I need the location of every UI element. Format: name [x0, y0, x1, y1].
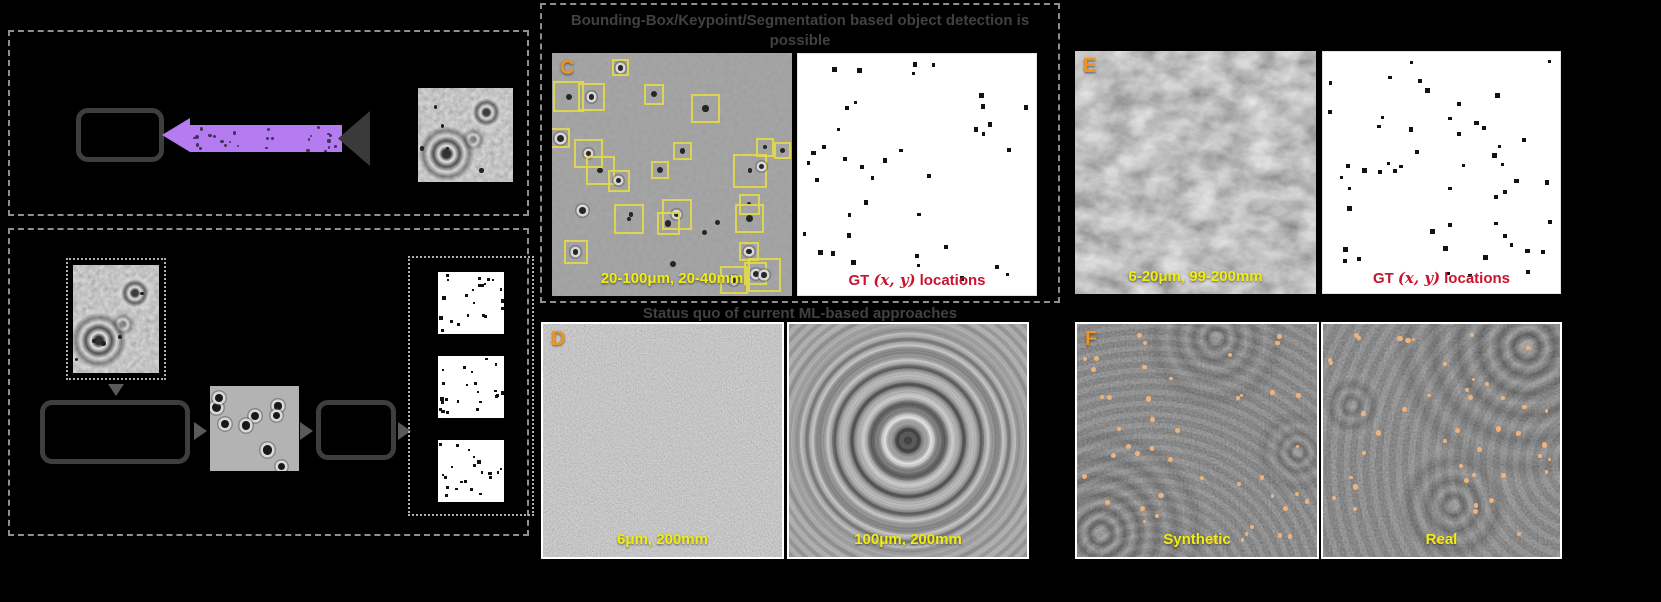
panel-e-hologram-image: E 6-20μm, 99-200mm	[1075, 51, 1316, 294]
panel-e-gt-caption: GT (x, y) locations	[1323, 269, 1560, 287]
gt-math: (x, y)	[873, 271, 916, 289]
laser-beam-shape	[190, 125, 342, 152]
panel-b-pipeline-box	[8, 228, 534, 536]
light-cone-shape	[338, 111, 370, 166]
panel-d-fine-hologram-image: D 6μm, 200mm	[541, 322, 784, 559]
panel-c-label: C	[560, 57, 575, 79]
noise-texture	[552, 53, 792, 296]
gt-prefix: GT	[848, 272, 870, 289]
gt-prefix: GT	[1372, 270, 1394, 287]
panel-d-rings-hologram-image: 100μm, 200mm	[787, 322, 1029, 559]
panel-c-gt-caption: GT (x, y) locations	[798, 271, 1036, 289]
hologram-sample-image	[418, 88, 513, 182]
hologram-crop-frame	[66, 258, 166, 380]
noise-texture	[543, 324, 782, 557]
hologram-rings-overlay	[1077, 324, 1317, 557]
panel-a-optical-setup-box	[8, 30, 529, 216]
flow-arrow-1	[194, 422, 207, 440]
diffraction-rings-overlay	[73, 265, 159, 373]
hologram-rings-overlay	[1323, 324, 1560, 557]
noise-texture	[1077, 324, 1317, 557]
camera-outline-shape	[76, 108, 164, 162]
panel-d-right-caption: 100μm, 200mm	[854, 531, 962, 548]
flow-arrow-3	[398, 422, 411, 440]
output-map-image-3	[438, 440, 504, 502]
process-box-left	[40, 400, 190, 464]
panel-d-left-caption: 6μm, 200mm	[617, 531, 708, 548]
panel-d-label: D	[551, 328, 566, 350]
gt-suffix: locations	[919, 272, 986, 289]
noise-texture	[1075, 51, 1316, 294]
panel-f-synthetic-image: F Synthetic	[1075, 322, 1319, 559]
output-map-image-1	[438, 272, 504, 334]
panel-e-gt-image: GT (x, y) locations	[1322, 51, 1561, 294]
panel-e-label: E	[1083, 55, 1097, 77]
output-maps-frame	[408, 256, 534, 516]
status-quo-heading: Status quo of current ML-based approache…	[642, 305, 958, 322]
detection-capability-box: Bounding-Box/Keypoint/Segmentation based…	[540, 3, 1060, 303]
beam-arrowhead-shape	[162, 118, 190, 152]
panel-f-right-caption: Real	[1425, 531, 1458, 548]
diffraction-rings-overlay	[418, 88, 513, 182]
hologram-crop-image	[73, 265, 159, 373]
gt-math: (x, y)	[1397, 269, 1441, 287]
noise-texture	[1323, 324, 1560, 557]
flow-arrow-down	[108, 384, 124, 396]
flow-arrow-2	[300, 422, 313, 440]
panel-e-caption: 6-20μm, 99-200mm	[1128, 268, 1263, 285]
gt-suffix: locations	[1444, 270, 1510, 287]
panel-f-real-image: Real	[1321, 322, 1562, 559]
panel-c-bbox-image: C 20-100μm, 20-40mm	[552, 53, 792, 296]
panel-c-gt-image: GT (x, y) locations	[797, 53, 1037, 296]
process-box-right	[316, 400, 396, 460]
panel-c-caption: 20-100μm, 20-40mm	[600, 270, 744, 287]
reconstructed-particles-image	[210, 386, 299, 471]
noise-texture	[789, 324, 1027, 557]
panel-f-left-caption: Synthetic	[1163, 531, 1231, 548]
detection-heading: Bounding-Box/Keypoint/Segmentation based…	[570, 12, 1030, 49]
panel-f-label: F	[1085, 328, 1098, 350]
output-map-image-2	[438, 356, 504, 418]
